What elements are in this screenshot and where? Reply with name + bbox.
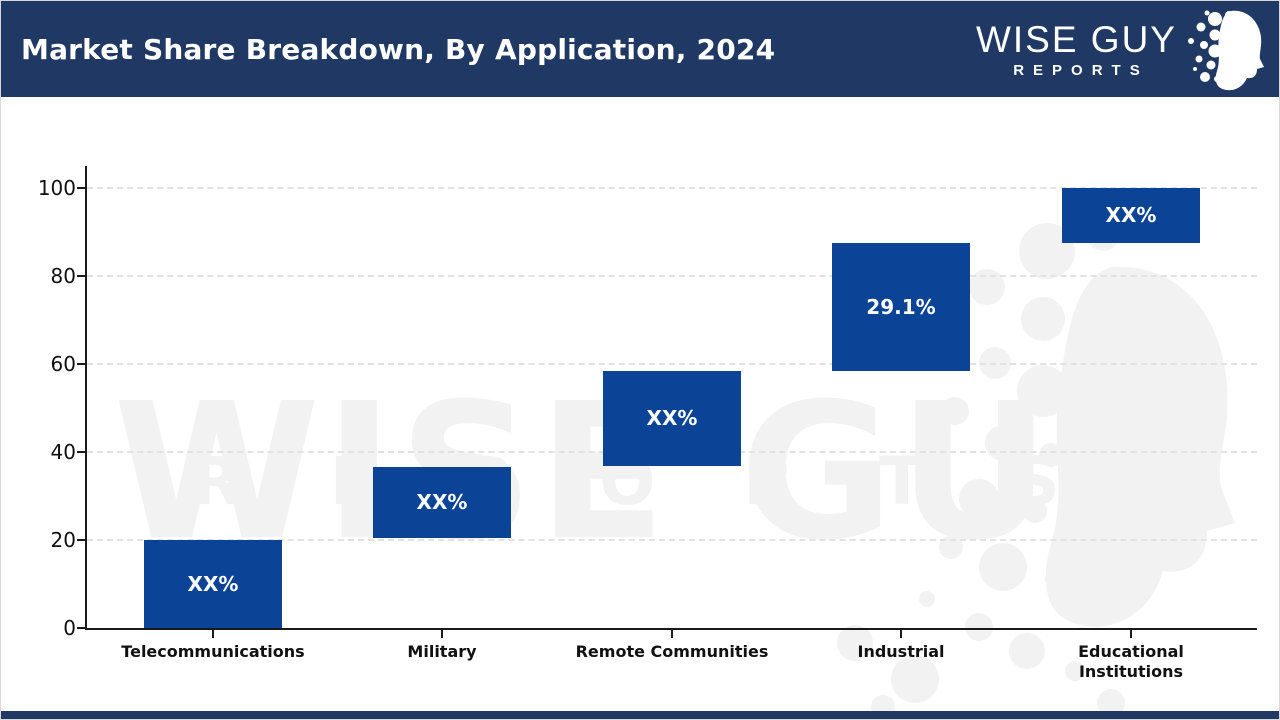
x-tick bbox=[900, 630, 902, 638]
x-tick bbox=[212, 630, 214, 638]
y-tick bbox=[77, 363, 86, 365]
y-tick bbox=[77, 187, 86, 189]
page-title: Market Share Breakdown, By Application, … bbox=[21, 32, 776, 66]
brand-wordmark: WISE GUY REPORTS bbox=[976, 21, 1177, 78]
bar-value-label: XX% bbox=[416, 490, 468, 515]
gridline bbox=[87, 539, 1257, 541]
y-tick-label: 20 bbox=[50, 528, 76, 552]
y-tick bbox=[77, 539, 86, 541]
bar: XX% bbox=[603, 371, 741, 466]
x-tick bbox=[671, 630, 673, 638]
x-category-label: Remote Communities bbox=[575, 642, 769, 661]
y-tick-label: 60 bbox=[50, 352, 76, 376]
x-tick bbox=[1130, 630, 1132, 638]
y-tick-label: 0 bbox=[63, 616, 76, 640]
x-category-label: Military bbox=[407, 642, 477, 661]
y-tick bbox=[77, 627, 86, 629]
footer-bar bbox=[1, 711, 1279, 719]
gridline bbox=[87, 275, 1257, 277]
x-category-label: Educational Institutions bbox=[1078, 642, 1184, 681]
y-tick-label: 100 bbox=[37, 176, 76, 200]
y-tick bbox=[77, 275, 86, 277]
brand-head-icon bbox=[1188, 10, 1264, 91]
y-tick-label: 80 bbox=[50, 264, 76, 288]
bar-value-label: 29.1% bbox=[866, 295, 936, 320]
bar-value-label: XX% bbox=[646, 406, 698, 431]
bar-value-label: XX% bbox=[187, 572, 239, 596]
gridline bbox=[87, 363, 1257, 365]
bar-value-label: XX% bbox=[1105, 203, 1157, 228]
x-axis bbox=[85, 628, 1257, 630]
y-axis bbox=[85, 166, 87, 630]
x-category-label: Industrial bbox=[857, 642, 945, 661]
bar: XX% bbox=[144, 540, 282, 628]
y-tick bbox=[77, 451, 86, 453]
bar: 29.1% bbox=[832, 243, 970, 372]
brand-wordmark-line2: REPORTS bbox=[1013, 61, 1149, 79]
x-category-label: Telecommunications bbox=[121, 642, 305, 661]
bar: XX% bbox=[373, 466, 511, 538]
brand-logo: WISE GUY REPORTS bbox=[976, 5, 1267, 93]
brand-wordmark-line1: WISE GUY bbox=[975, 18, 1177, 60]
x-tick bbox=[441, 630, 443, 638]
report-header: Market Share Breakdown, By Application, … bbox=[1, 1, 1279, 97]
y-tick-label: 40 bbox=[50, 440, 76, 464]
bar: XX% bbox=[1062, 188, 1200, 243]
gridline bbox=[87, 187, 1257, 189]
waterfall-chart: 0 20 40 60 80 100 XX% Telecommunications XX% Mili… bbox=[1, 97, 1279, 713]
